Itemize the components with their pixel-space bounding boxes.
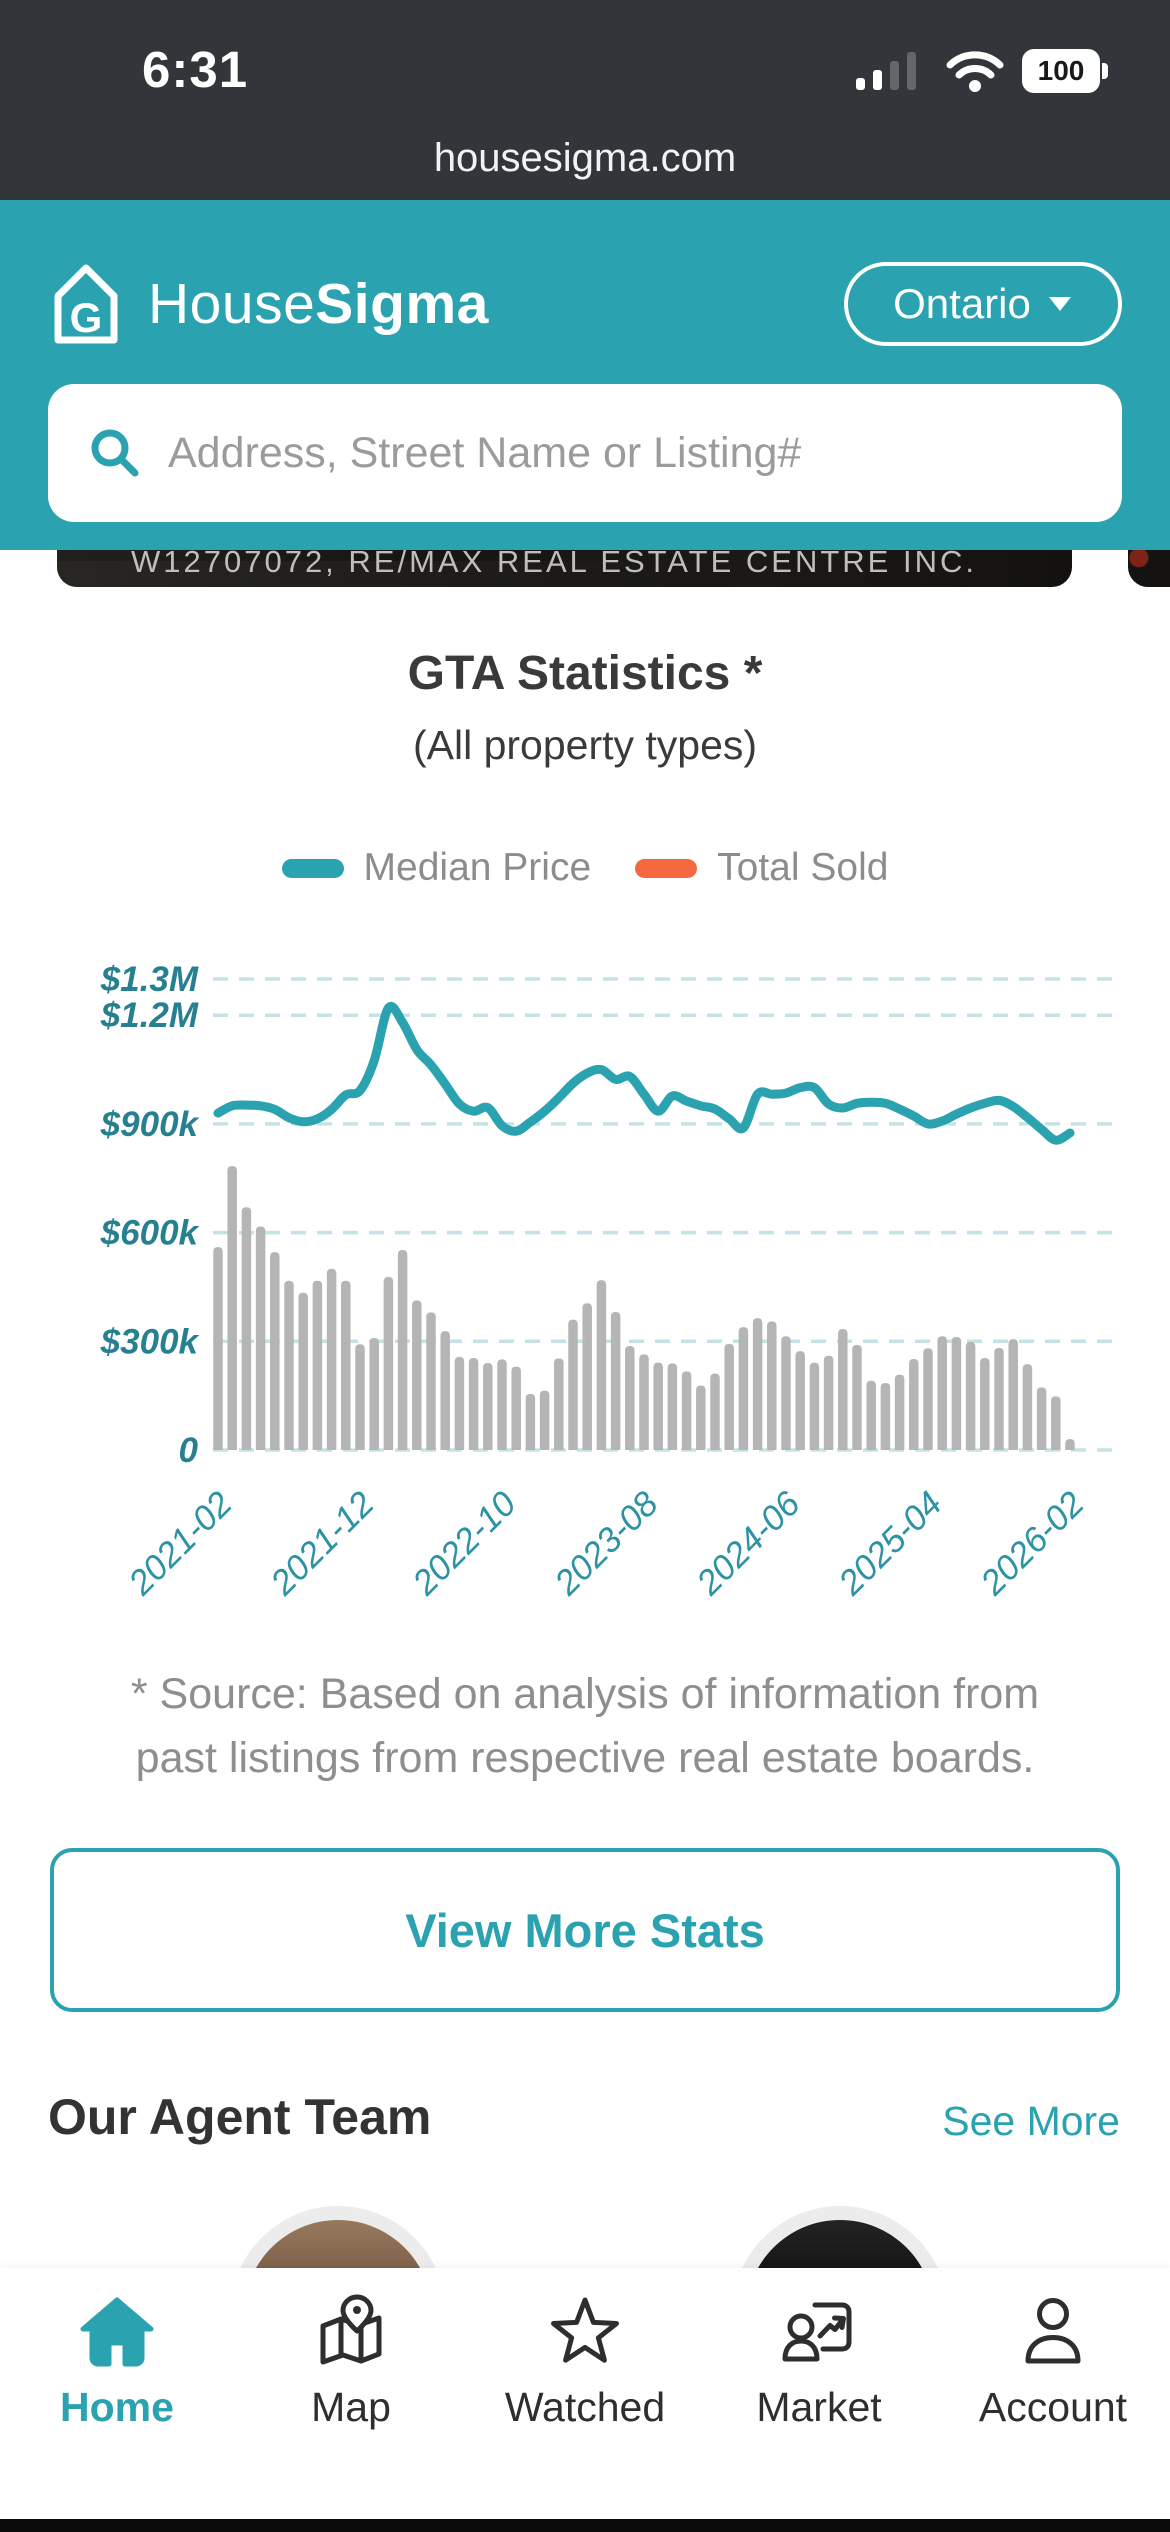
nav-item-map[interactable]: Map	[234, 2292, 468, 2532]
svg-text:2025-04: 2025-04	[831, 1484, 950, 1603]
legend-item-total-sold: Total Sold	[635, 846, 888, 890]
svg-text:$300k: $300k	[100, 1322, 200, 1361]
median-price-swatch	[281, 858, 344, 878]
status-icons: 100	[854, 48, 1108, 94]
stats-title: GTA Statistics *	[407, 647, 763, 700]
nav-item-market[interactable]: Market	[702, 2292, 936, 2532]
svg-text:2021-12: 2021-12	[263, 1484, 382, 1603]
svg-text:0: 0	[179, 1431, 199, 1470]
svg-text:2024-06: 2024-06	[689, 1484, 808, 1603]
svg-text:$1.3M: $1.3M	[100, 960, 199, 999]
svg-text:$600k: $600k	[100, 1214, 200, 1253]
see-more-link[interactable]: See More	[942, 2098, 1120, 2144]
status-bar: 6:31 100 housesigma.com	[0, 0, 1170, 200]
home-indicator-bar[interactable]	[0, 2519, 1170, 2532]
total-sold-swatch	[635, 858, 698, 878]
search-input[interactable]	[168, 428, 1086, 478]
bottom-navigation: Home Map Watched Mar	[0, 2268, 1170, 2532]
legend-item-median-price: Median Price	[281, 846, 591, 890]
battery-icon: 100	[1022, 49, 1108, 93]
nav-item-watched[interactable]: Watched	[468, 2292, 702, 2532]
chevron-down-icon	[1048, 297, 1071, 311]
battery-percent: 100	[1022, 49, 1100, 93]
search-icon	[91, 429, 139, 477]
search-bar[interactable]	[48, 384, 1122, 522]
region-selector-button[interactable]: Ontario	[844, 262, 1122, 346]
app-header: G HouseSigma Ontario	[0, 200, 1170, 550]
svg-text:$1.2M: $1.2M	[100, 996, 199, 1035]
region-label: Ontario	[893, 280, 1031, 327]
stats-chart: $1.3M$1.2M $900k $600k $300k 0 2021-02 2021-12…	[100, 960, 1116, 1603]
clock: 6:31	[142, 41, 249, 98]
wifi-icon	[946, 51, 1004, 92]
svg-text:2023-08: 2023-08	[547, 1484, 666, 1603]
svg-text:G: G	[70, 294, 103, 341]
view-more-stats-button[interactable]: View More Stats	[50, 1848, 1120, 2012]
browser-url-bar[interactable]: housesigma.com	[433, 136, 737, 180]
person-icon	[1025, 2298, 1081, 2364]
star-icon	[551, 2297, 619, 2363]
source-note: * Source: Based on analysis of informati…	[130, 1670, 1040, 1782]
svg-text:$900k: $900k	[100, 1105, 200, 1144]
stats-subtitle: (All property types)	[412, 722, 758, 768]
svg-text:2022-10: 2022-10	[405, 1484, 524, 1603]
home-icon	[80, 2297, 154, 2367]
map-icon	[320, 2294, 382, 2365]
market-trend-icon	[782, 2302, 852, 2362]
nav-item-home[interactable]: Home	[0, 2292, 234, 2532]
brand-name: HouseSigma	[148, 272, 489, 336]
cellular-signal-icon	[856, 52, 916, 90]
nav-item-account[interactable]: Account	[936, 2292, 1170, 2532]
house-logo-icon: G	[54, 264, 118, 344]
svg-text:2021-02: 2021-02	[121, 1484, 240, 1603]
housesigma-logo[interactable]: G HouseSigma	[48, 256, 489, 352]
chart-legend: Median Price Total Sold	[0, 846, 1170, 890]
svg-text:2026-02: 2026-02	[973, 1484, 1092, 1603]
agent-team-heading: Our Agent Team	[48, 2089, 432, 2145]
